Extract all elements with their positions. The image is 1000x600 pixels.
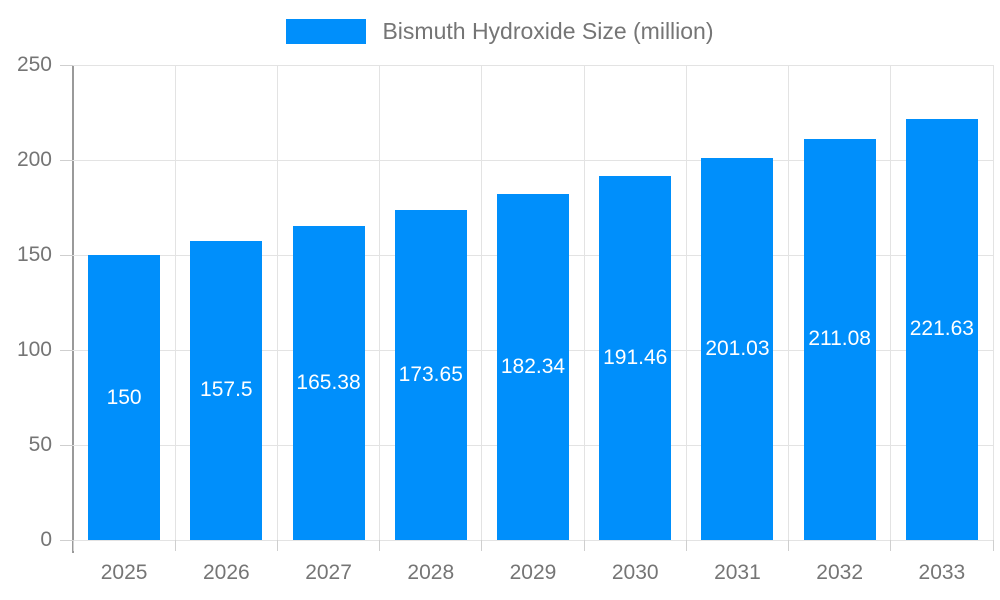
legend-series-label: Bismuth Hydroxide Size (million): [382, 17, 714, 44]
x-axis-label-2026: 2026: [202, 561, 250, 584]
x-axis-tick: [583, 540, 585, 551]
x-axis-label-2029: 2029: [509, 561, 557, 584]
v-gridline: [379, 65, 381, 540]
legend: Bismuth Hydroxide Size (million): [0, 12, 1000, 50]
x-axis-label-2031: 2031: [714, 561, 761, 584]
bar-value-label: 201.03: [705, 337, 770, 361]
h-gridline-0: [73, 539, 993, 541]
y-axis-label-250: 250: [16, 53, 52, 76]
bar-value-label: 221.63: [909, 317, 974, 341]
y-axis-tick: [60, 64, 73, 66]
y-axis-tick: [60, 444, 73, 446]
bar-2025: [88, 255, 161, 540]
x-axis-tick: [788, 540, 790, 551]
x-axis-label-2028: 2028: [407, 561, 455, 584]
x-axis-tick: [72, 540, 74, 551]
bar-2027: [292, 225, 365, 540]
v-gridline: [276, 65, 278, 540]
bar-2030: [599, 176, 672, 540]
x-axis-label-2027: 2027: [305, 561, 352, 584]
y-axis-label-200: 200: [16, 148, 52, 171]
legend-marker-swatch: [286, 18, 367, 44]
y-axis-label-0: 0: [40, 528, 52, 551]
bar-2028: [394, 210, 467, 540]
bar-value-label: 211.08: [808, 327, 871, 351]
bar-value-label: 173.65: [398, 363, 463, 387]
v-gridline: [890, 65, 892, 540]
y-axis-line: [72, 65, 74, 553]
bar-value-label: 191.46: [603, 346, 668, 370]
y-axis-tick: [60, 254, 73, 256]
bar-2033: [905, 118, 978, 540]
bar-2026: [190, 240, 263, 540]
y-axis-tick: [60, 539, 73, 541]
v-gridline: [685, 65, 687, 540]
x-axis-tick: [174, 540, 176, 551]
x-axis-tick: [890, 540, 892, 551]
v-gridline: [481, 65, 483, 540]
v-gridline: [174, 65, 176, 540]
bar-value-label: 150: [106, 385, 142, 409]
y-axis-tick: [60, 349, 73, 351]
x-axis-label-2025: 2025: [100, 561, 148, 584]
y-axis-label-150: 150: [16, 243, 52, 266]
x-axis-label-2030: 2030: [611, 561, 659, 584]
y-axis-label-50: 50: [28, 433, 52, 456]
v-gridline: [583, 65, 585, 540]
x-axis-tick: [276, 540, 278, 551]
bar-2029: [497, 193, 569, 540]
x-axis-tick: [685, 540, 687, 551]
x-axis-tick: [481, 540, 483, 551]
v-gridline: [788, 65, 790, 540]
bar-value-label: 157.5: [200, 378, 253, 402]
bar-2031: [701, 158, 774, 540]
x-axis-label-2033: 2033: [918, 561, 966, 584]
y-axis-tick: [60, 159, 73, 161]
y-axis-label-100: 100: [16, 338, 52, 361]
bar-value-label: 182.34: [500, 354, 566, 378]
x-axis-label-2032: 2032: [816, 561, 864, 584]
bar-value-label: 165.38: [296, 370, 361, 394]
x-axis-tick: [379, 540, 381, 551]
h-gridline-250: [73, 64, 993, 66]
plot-area: 150 157.5 165.38 173.65 182.34 191.46 201.03 21…: [73, 64, 994, 541]
x-axis-tick: [992, 540, 994, 551]
h-gridline-200: [73, 159, 993, 161]
v-gridline: [992, 65, 994, 540]
bar-2032: [803, 138, 876, 540]
